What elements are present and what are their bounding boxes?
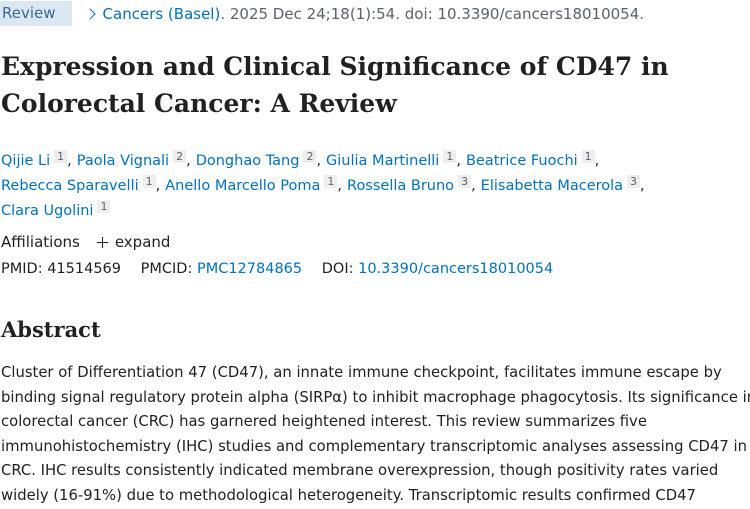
- author-separator: ,: [337, 178, 343, 194]
- citation-text: . 2025 Dec 24;18(1):54. doi: 10.3390/can…: [220, 4, 645, 23]
- author-link[interactable]: Anello Marcello Poma: [165, 178, 321, 194]
- pmid-label: PMID:: [1, 261, 43, 277]
- doi-link[interactable]: 10.3390/cancers18010054: [358, 261, 554, 277]
- affiliation-number[interactable]: 1: [324, 175, 338, 188]
- abstract-heading: Abstract: [1, 317, 101, 342]
- pmcid-link[interactable]: PMC12784865: [196, 261, 303, 277]
- affiliation-number[interactable]: 1: [54, 150, 68, 163]
- abstract-text: Cluster of Differentiation 47 (CD47), an…: [1, 361, 750, 509]
- author-separator: ,: [67, 153, 72, 169]
- identifiers: PMID: 41514569 PMCID: PMC12784865 DOI: 1…: [1, 261, 553, 277]
- abstract-line: immunohistochemistry (IHC) studies and c…: [1, 437, 747, 455]
- expand-icon[interactable]: [96, 236, 108, 248]
- abstract-line: colorectal cancer (CRC) has garnered hei…: [1, 413, 647, 431]
- affiliation-number[interactable]: 2: [303, 150, 317, 163]
- affiliation-number[interactable]: 3: [627, 175, 641, 188]
- author-link[interactable]: Giulia Martinelli: [326, 153, 440, 169]
- author-line: Clara Ugolini 1: [1, 194, 650, 219]
- affiliations-label: Affiliations: [1, 233, 80, 251]
- author-link[interactable]: Clara Ugolini: [1, 203, 94, 219]
- publication-type-badge: Review: [0, 1, 72, 26]
- author-separator: ,: [186, 153, 191, 169]
- author-link[interactable]: Elisabetta Macerola: [480, 178, 624, 194]
- author-line: Qijie Li 1, Paola Vignali 2, Donghao Tang 2, G…: [1, 144, 650, 169]
- author-link[interactable]: Rebecca Sparavelli: [1, 178, 139, 194]
- abstract-line: CRC. IHC results consistently indicated …: [1, 462, 719, 480]
- pmid: 41514569: [47, 261, 122, 277]
- pmcid-label: PMCID:: [140, 261, 193, 277]
- abstract-line: Cluster of Differentiation 47 (CD47), an…: [1, 364, 722, 381]
- abstract-line: widely (16-91%) due to methodological he…: [1, 486, 696, 504]
- author-separator: ,: [155, 178, 161, 194]
- affiliation-number[interactable]: 1: [581, 150, 595, 163]
- author-line: Rebecca Sparavelli 1, Anello Marcello Poma…: [1, 169, 650, 194]
- affiliation-number[interactable]: 3: [458, 175, 472, 188]
- article-title: Expression and Clinical Significance of …: [1, 52, 669, 118]
- author-link[interactable]: Qijie Li: [1, 153, 51, 169]
- citation-bar: Review Cancers (Basel) . 2025 Dec 24;18(…: [0, 0, 644, 27]
- author-separator: ,: [316, 153, 322, 169]
- affiliation-number[interactable]: 2: [173, 150, 187, 163]
- author-link[interactable]: Donghao Tang: [195, 153, 300, 169]
- affiliation-number[interactable]: 1: [97, 200, 111, 213]
- author-link[interactable]: Rossella Bruno: [347, 178, 455, 194]
- author-link[interactable]: Paola Vignali: [76, 153, 170, 169]
- author-link[interactable]: Beatrice Fuochi: [465, 153, 578, 169]
- doi-label: DOI:: [321, 261, 354, 277]
- author-list: Qijie Li 1, Paola Vignali 2, Donghao Tang 2, G…: [1, 144, 650, 219]
- expand-toggle[interactable]: expand: [114, 233, 171, 251]
- chevron-icon: [83, 7, 96, 20]
- author-separator: ,: [640, 178, 645, 194]
- affiliation-number[interactable]: 1: [443, 150, 457, 163]
- author-separator: ,: [471, 178, 476, 194]
- journal-link[interactable]: Cancers (Basel): [102, 4, 221, 23]
- affiliations-row: Affiliations expand: [1, 233, 170, 251]
- abstract-line: binding signal regulatory protein alpha …: [1, 388, 750, 406]
- author-separator: ,: [594, 153, 600, 169]
- author-separator: ,: [456, 153, 461, 169]
- affiliation-number[interactable]: 1: [142, 175, 156, 188]
